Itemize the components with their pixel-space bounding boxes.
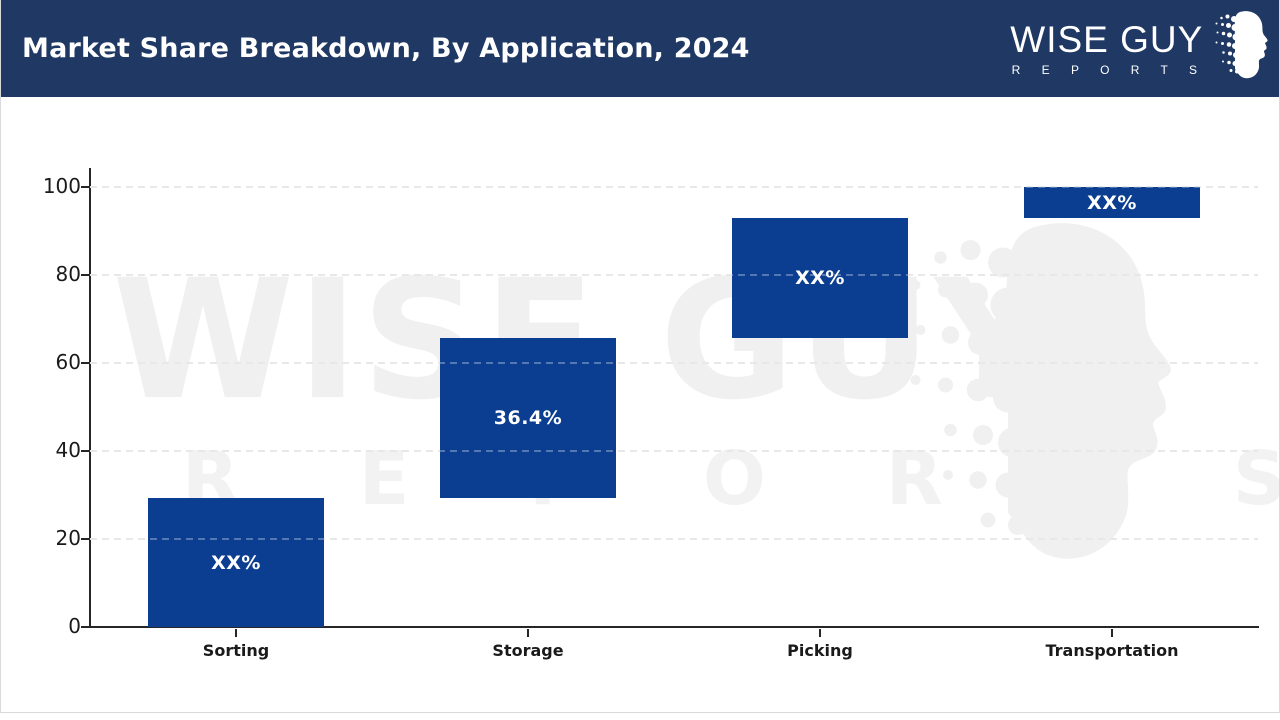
x-tick-label-picking: Picking — [787, 641, 853, 660]
x-tick-mark-sorting — [235, 629, 237, 637]
x-tick-mark-picking — [819, 629, 821, 637]
logo-wordmark: WISE GUY — [1010, 18, 1204, 60]
x-tick-mark-storage — [527, 629, 529, 637]
gridline-60 — [90, 362, 1258, 364]
gridline-overlay-100 — [90, 186, 1258, 188]
logo-subtitle: R E P O R T S — [1011, 62, 1206, 77]
x-tick-mark-transportation — [1111, 629, 1113, 637]
y-tick-mark-0 — [81, 626, 89, 628]
gridline-20 — [90, 538, 1258, 540]
x-tick-label-transportation: Transportation — [1045, 641, 1179, 660]
y-tick-mark-40 — [81, 450, 89, 452]
x-tick-label-storage: Storage — [492, 641, 564, 660]
wise-guy-logo: WISE GUY R E P O R T S — [1008, 9, 1280, 89]
x-axis-line — [89, 626, 1259, 628]
face-profile-icon — [1215, 10, 1268, 78]
y-axis-line — [89, 168, 91, 627]
gridline-100 — [90, 186, 1258, 188]
bar-transportation: XX% — [1024, 187, 1200, 219]
bar-picking: XX% — [732, 218, 908, 338]
y-tick-mark-20 — [81, 538, 89, 540]
watermark-face-icon — [910, 223, 1171, 559]
bar-value-label: 36.4% — [493, 406, 563, 429]
gridline-80 — [90, 274, 1258, 276]
gridline-overlay-20 — [90, 538, 1258, 540]
bar-value-label: XX% — [211, 551, 261, 574]
waterfall-chart: 0 20 40 60 80 100 XX% Sorting 36.4% Storage XX% Pic… — [0, 97, 1280, 713]
y-tick-mark-100 — [81, 186, 89, 188]
y-tick-label-100: 100 — [42, 174, 81, 198]
y-tick-mark-80 — [81, 274, 89, 276]
y-tick-label-20: 20 — [55, 526, 81, 550]
bar-value-label: XX% — [795, 267, 845, 290]
logo-text: WISE GUY R E P O R T S — [1008, 21, 1206, 77]
x-tick-label-sorting: Sorting — [202, 641, 270, 660]
y-tick-label-80: 80 — [55, 262, 81, 286]
y-tick-label-0: 0 — [68, 614, 81, 638]
gridline-overlay-80 — [90, 274, 1258, 276]
gridline-40 — [90, 450, 1258, 452]
y-tick-label-60: 60 — [55, 350, 81, 374]
bar-value-label: XX% — [1087, 191, 1137, 214]
header: Market Share Breakdown, By Application, … — [0, 0, 1280, 97]
y-tick-mark-60 — [81, 362, 89, 364]
gridline-overlay-60 — [90, 362, 1258, 364]
bar-storage: 36.4% — [440, 337, 616, 499]
y-tick-label-40: 40 — [55, 438, 81, 462]
gridline-overlay-40 — [90, 450, 1258, 452]
bar-sorting: XX% — [148, 498, 324, 627]
page-title: Market Share Breakdown, By Application, … — [22, 33, 750, 64]
